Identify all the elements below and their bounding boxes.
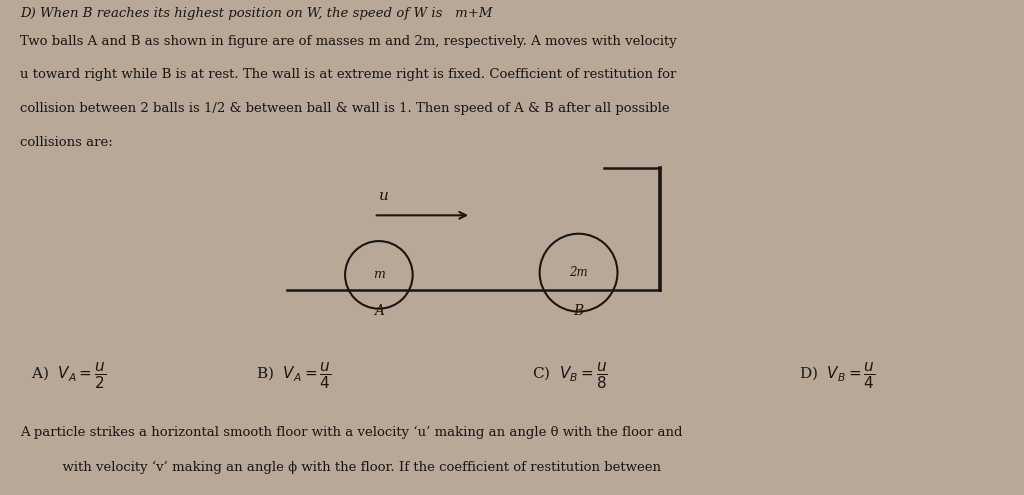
- Text: A: A: [374, 304, 384, 318]
- Text: m: m: [373, 268, 385, 281]
- Text: B: B: [573, 304, 584, 318]
- Text: D)  $V_B=\dfrac{u}{4}$: D) $V_B=\dfrac{u}{4}$: [799, 361, 876, 391]
- Text: D) When B reaches its highest position on W, the speed of W is   m+M: D) When B reaches its highest position o…: [20, 7, 493, 20]
- Text: collision between 2 balls is 1/2 & between ball & wall is 1. Then speed of A & B: collision between 2 balls is 1/2 & betwe…: [20, 102, 670, 115]
- Text: 2m: 2m: [569, 266, 588, 279]
- Text: collisions are:: collisions are:: [20, 136, 114, 148]
- Text: C)  $V_B=\dfrac{u}{8}$: C) $V_B=\dfrac{u}{8}$: [532, 361, 608, 391]
- Text: A particle strikes a horizontal smooth floor with a velocity ‘u’ making an angle: A particle strikes a horizontal smooth f…: [20, 426, 683, 439]
- Text: with velocity ‘v’ making an angle ϕ with the floor. If the coefficient of restit: with velocity ‘v’ making an angle ϕ with…: [20, 460, 662, 474]
- Text: u: u: [379, 189, 389, 203]
- Text: B)  $V_A=\dfrac{u}{4}$: B) $V_A=\dfrac{u}{4}$: [256, 361, 332, 391]
- Text: Two balls A and B as shown in figure are of masses m and 2m, respectively. A mov: Two balls A and B as shown in figure are…: [20, 35, 677, 48]
- Text: u toward right while B is at rest. The wall is at extreme right is fixed. Coeffi: u toward right while B is at rest. The w…: [20, 68, 677, 81]
- Text: A)  $V_A=\dfrac{u}{2}$: A) $V_A=\dfrac{u}{2}$: [31, 361, 106, 391]
